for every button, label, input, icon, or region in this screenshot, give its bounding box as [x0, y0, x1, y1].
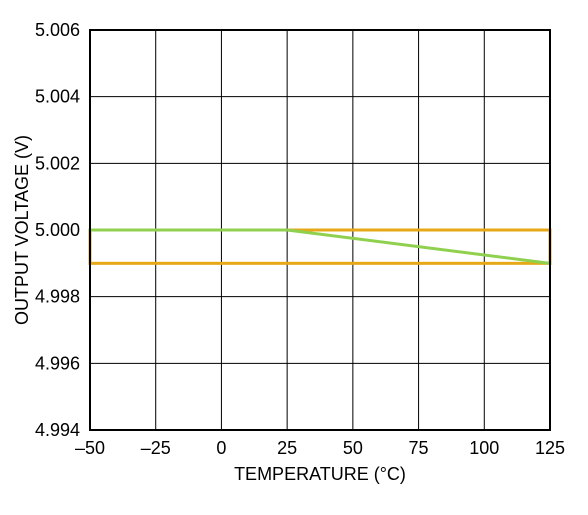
y-tick-label: 5.004 [35, 87, 80, 107]
x-tick-label: 75 [409, 438, 429, 458]
x-tick-label: –50 [75, 438, 105, 458]
output-voltage-vs-temperature-chart: –50 –25 0 25 50 75 100 125 4.994 4.996 4.998 5.000 5… [0, 0, 588, 515]
y-tick-label: 5.002 [35, 153, 80, 173]
y-tick-label: 4.994 [35, 420, 80, 440]
x-tick-label: 0 [216, 438, 226, 458]
y-tick-label: 5.006 [35, 20, 80, 40]
x-tick-label: 100 [469, 438, 499, 458]
x-tick-label: 125 [535, 438, 565, 458]
y-tick-label: 4.996 [35, 353, 80, 373]
x-axis-label: TEMPERATURE (°C) [234, 464, 406, 484]
y-axis-label: OUTPUT VOLTAGE (V) [12, 135, 32, 325]
x-tick-label: 50 [343, 438, 363, 458]
y-tick-label: 5.000 [35, 220, 80, 240]
y-tick-label: 4.998 [35, 287, 80, 307]
x-tick-label: –25 [141, 438, 171, 458]
x-tick-label: 25 [277, 438, 297, 458]
